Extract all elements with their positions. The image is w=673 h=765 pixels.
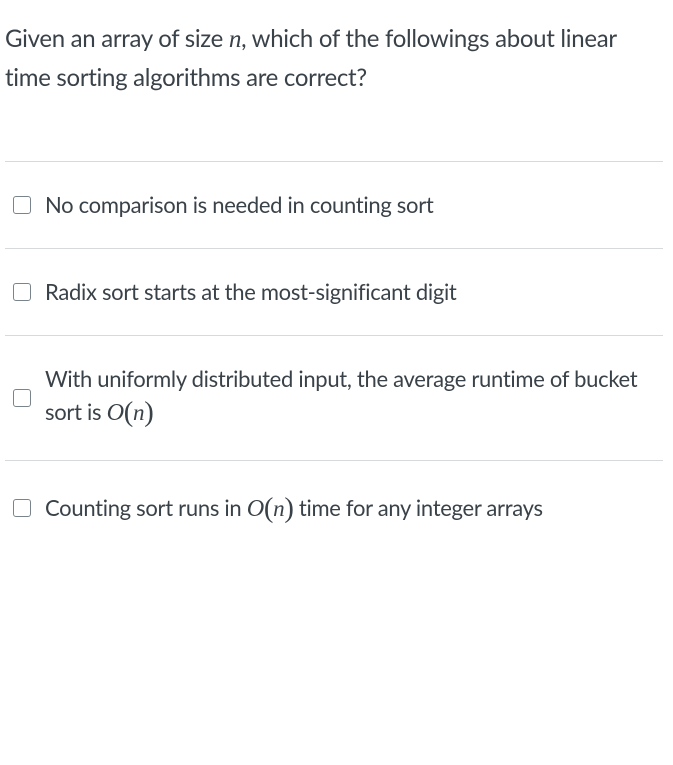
option-label: Radix sort starts at the most-significan… [45, 277, 457, 307]
question-text: Given an array of size n, which of the f… [5, 20, 663, 96]
options-list: No comparison is needed in counting sort… [5, 161, 663, 555]
close-paren-icon: ) [144, 397, 153, 428]
option-label: With uniformly distributed input, the av… [45, 364, 659, 432]
option-row[interactable]: Counting sort runs in O(n) time for any … [5, 461, 663, 556]
big-o-symbol: O [247, 495, 264, 522]
checkbox[interactable] [13, 389, 31, 407]
open-paren-icon: ( [264, 493, 273, 524]
checkbox[interactable] [13, 283, 31, 301]
option-text-before: Counting sort runs in [45, 494, 247, 521]
big-o-symbol: O [107, 399, 124, 426]
option-row[interactable]: No comparison is needed in counting sort [5, 162, 663, 249]
option-row[interactable]: With uniformly distributed input, the av… [5, 336, 663, 461]
checkbox[interactable] [13, 499, 31, 517]
option-label: No comparison is needed in counting sort [45, 190, 434, 220]
question-variable: n [229, 26, 241, 53]
question-prefix: Given an array of size [5, 24, 229, 53]
option-text-before: Radix sort starts at the most-significan… [45, 278, 457, 305]
math-variable: n [133, 399, 144, 425]
close-paren-icon: ) [284, 493, 293, 524]
checkbox[interactable] [13, 196, 31, 214]
math-variable: n [273, 495, 284, 521]
option-row[interactable]: Radix sort starts at the most-significan… [5, 249, 663, 336]
option-label: Counting sort runs in O(n) time for any … [45, 489, 543, 528]
option-text-before: No comparison is needed in counting sort [45, 191, 434, 218]
open-paren-icon: ( [124, 397, 133, 428]
option-text-after: time for any integer arrays [294, 494, 543, 521]
